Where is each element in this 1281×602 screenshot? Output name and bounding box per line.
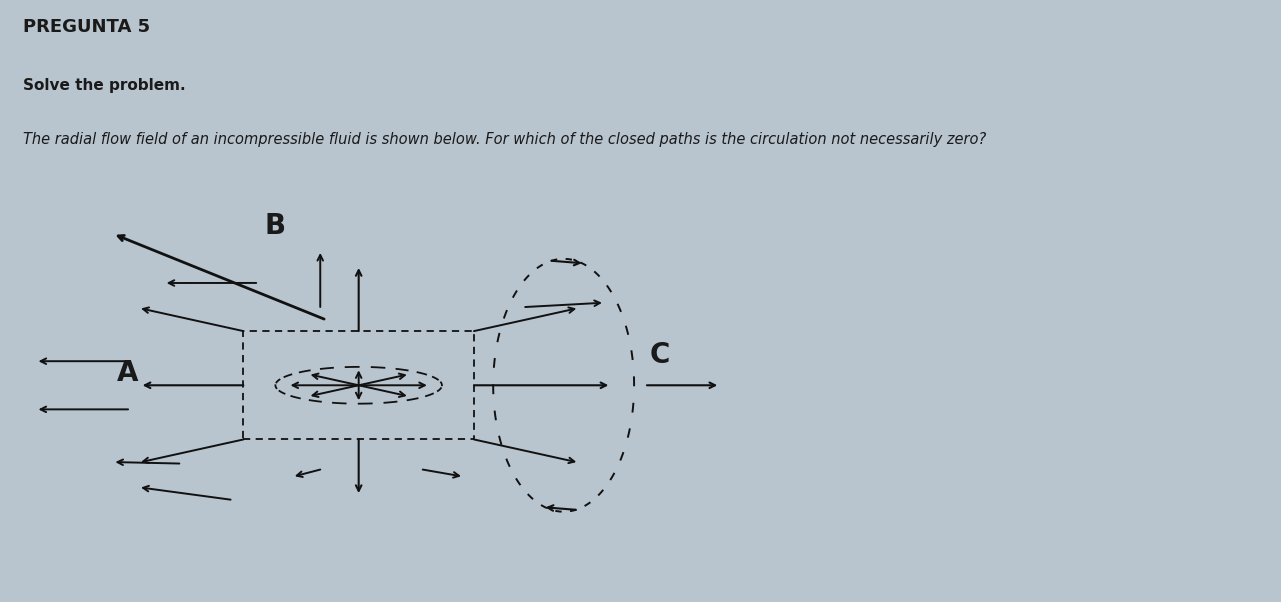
Text: A: A <box>118 359 138 387</box>
Text: C: C <box>649 341 670 369</box>
Text: Solve the problem.: Solve the problem. <box>23 78 186 93</box>
Text: B: B <box>265 212 286 240</box>
Text: PREGUNTA 5: PREGUNTA 5 <box>23 18 150 36</box>
Text: The radial flow field of an incompressible fluid is shown below. For which of th: The radial flow field of an incompressib… <box>23 132 986 147</box>
